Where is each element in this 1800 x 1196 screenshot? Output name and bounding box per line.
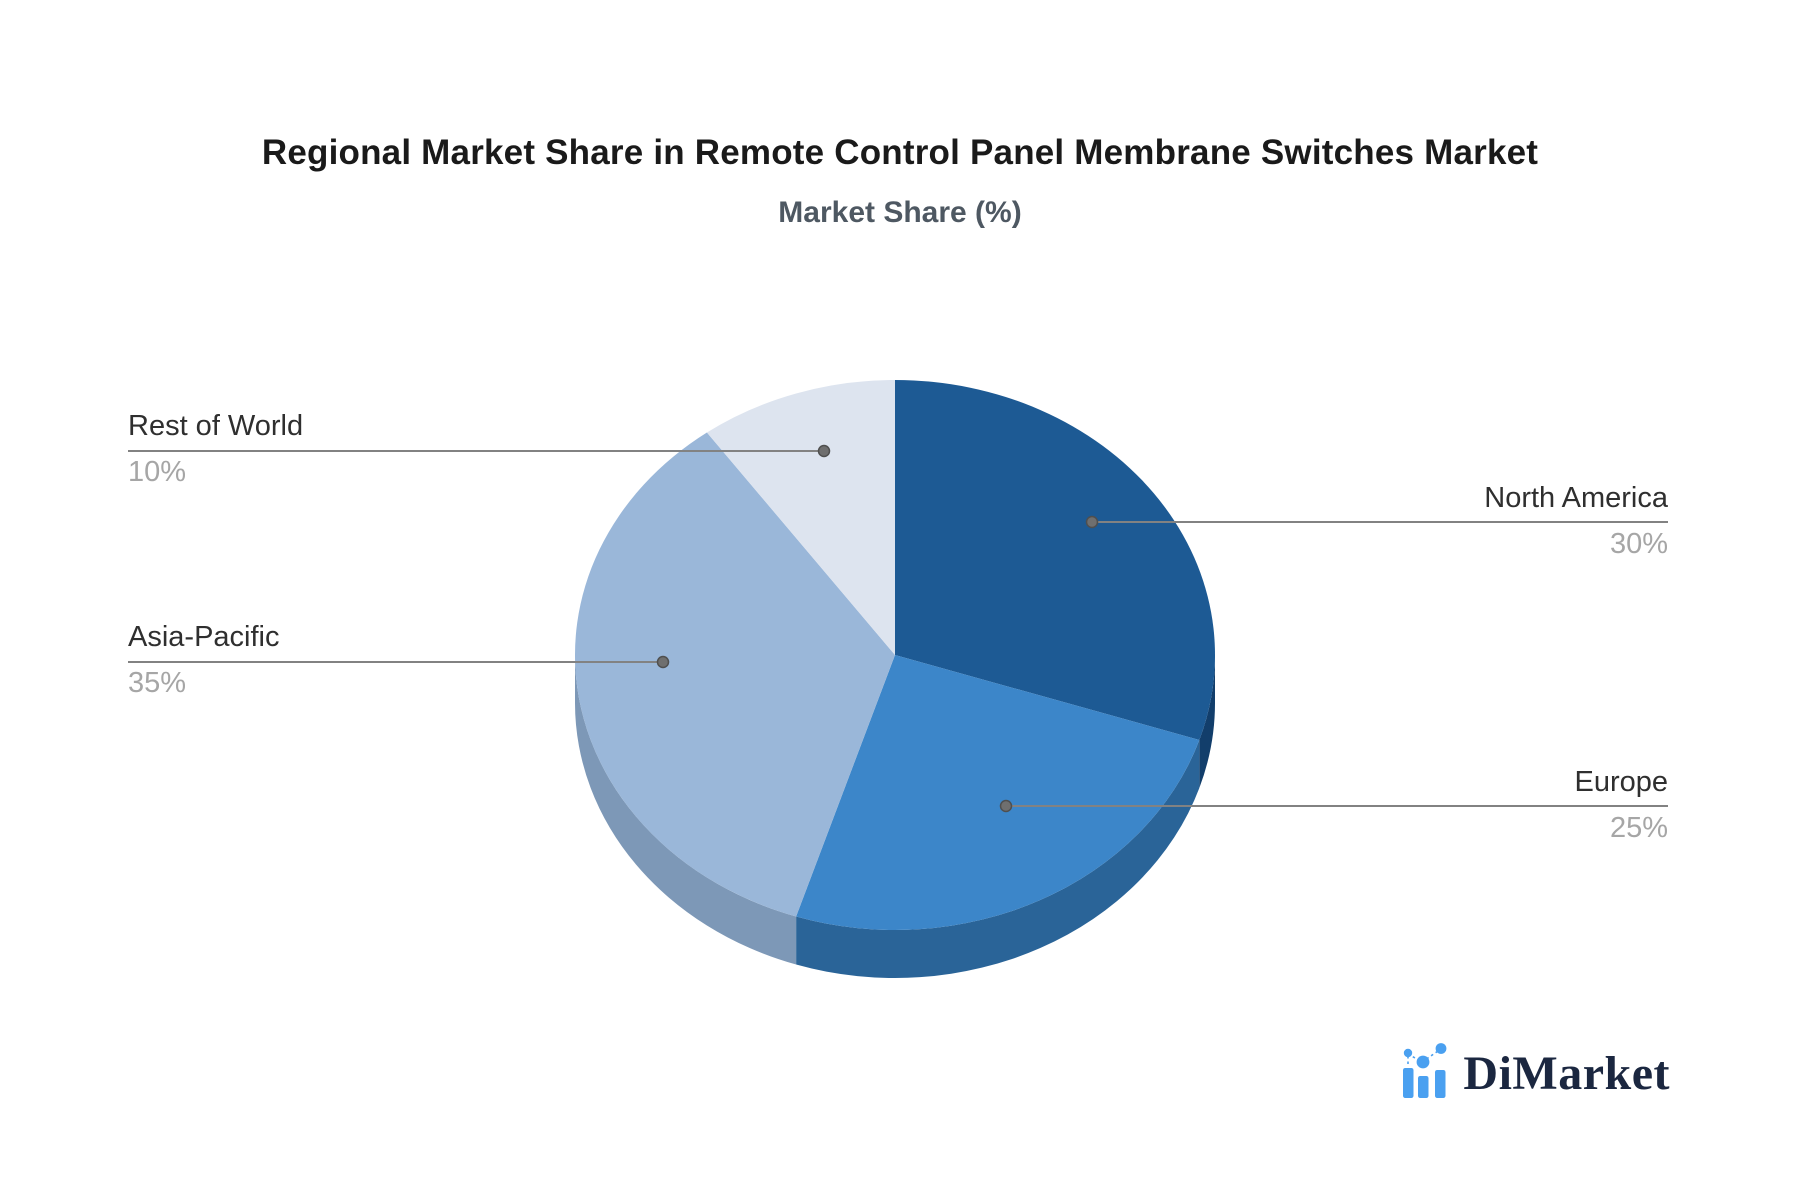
slice-label-asia-pacific: Asia-Pacific	[128, 621, 280, 653]
slice-label-rest-of-world: Rest of World	[128, 410, 304, 442]
slice-pct-north-america: 30%	[1609, 528, 1668, 560]
pie-slice-rest-of-world[interactable]	[706, 380, 895, 655]
slice-pct-rest-of-world: 10%	[128, 456, 187, 488]
slice-label-europe: Europe	[1574, 766, 1668, 798]
pie-slice-north-america[interactable]	[895, 380, 1215, 740]
pie-slice-asia-pacific[interactable]	[575, 432, 895, 917]
connector-dot-rest-of-world	[817, 444, 831, 458]
pie-slice-europe[interactable]	[796, 655, 1200, 930]
dimarket-logo-text: DiMarket	[1463, 1047, 1670, 1100]
dimarket-logo: DiMarket	[1401, 1042, 1670, 1098]
slice-pct-asia-pacific: 35%	[128, 667, 187, 699]
pie-slice-side-north-america	[1199, 655, 1215, 788]
connector-dot-north-america	[1085, 515, 1099, 529]
connector-dot-asia-pacific	[656, 655, 670, 669]
slice-label-north-america: North America	[1484, 482, 1668, 514]
slice-pct-europe: 25%	[1609, 812, 1668, 844]
pie-slice-side-europe	[796, 739, 1200, 978]
chart-subtitle: Market Share (%)	[778, 196, 1022, 229]
chart-title: Regional Market Share in Remote Control …	[261, 133, 1539, 172]
connector-dot-europe	[999, 799, 1013, 813]
dimarket-logo-icon	[1403, 1043, 1447, 1098]
pie-slice-side-asia-pacific	[575, 655, 797, 965]
